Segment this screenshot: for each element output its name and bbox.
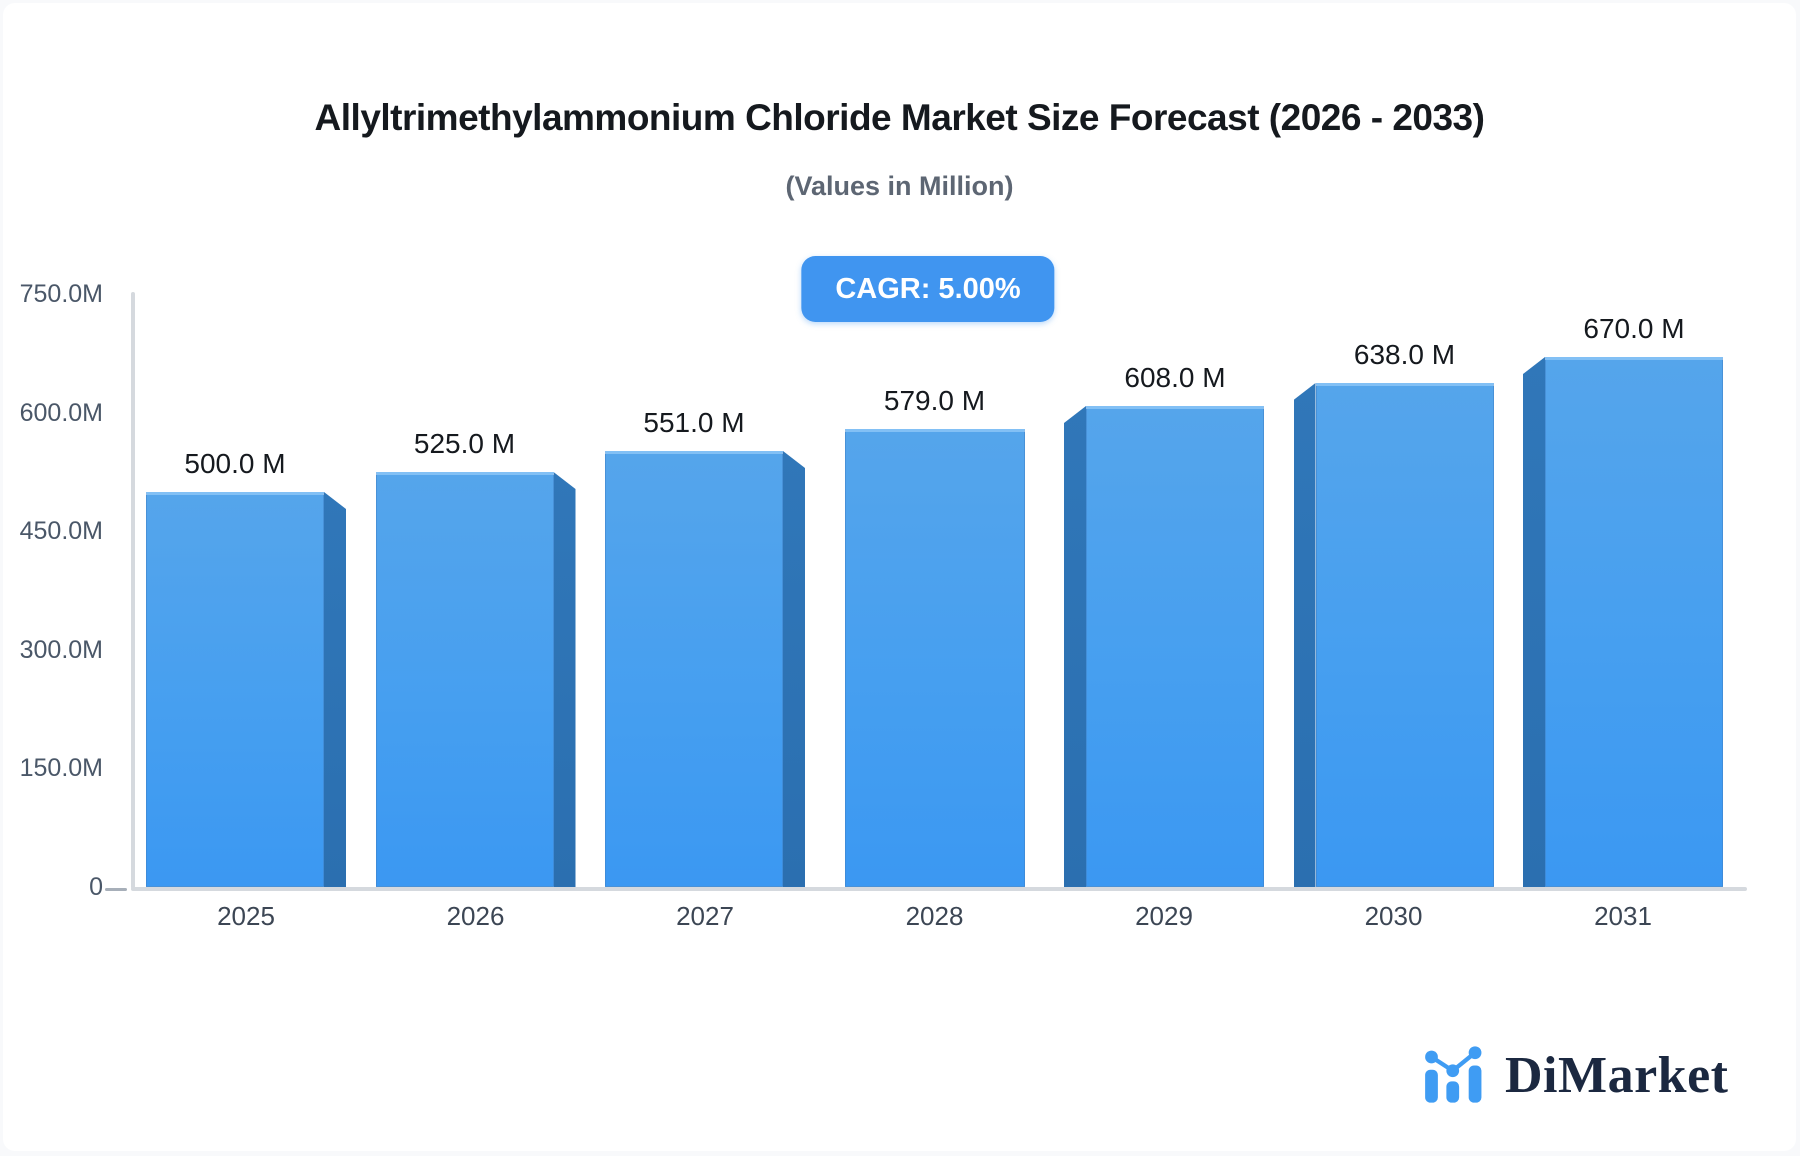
y-axis-label: 300.0M [19,635,103,664]
logo-dot-right [1468,1046,1482,1060]
bar-value-label: 525.0 M [413,428,516,459]
bar [146,492,324,887]
logo-dot-middle [1446,1064,1460,1078]
dimarket-logo-icon [1425,1046,1482,1103]
logo-bar-left [1425,1069,1438,1103]
bar-value-label: 608.0 M [1124,362,1226,393]
x-axis-label: 2028 [905,901,964,931]
bar-side-panel [324,492,346,887]
bar-value-label: 551.0 M [643,407,745,438]
y-axis-label: 0 [89,873,103,901]
bar [1545,357,1723,887]
y-axis-line [131,292,135,889]
x-axis-label: 2031 [1594,901,1652,931]
bar-side-panel [553,472,576,887]
bar [1315,383,1494,887]
bar-value-label: 670.0 M [1583,313,1685,344]
y-axis-label: 600.0M [19,398,103,427]
y-axis-label: 750.0M [19,280,103,308]
x-axis-label: 2026 [446,901,505,931]
logo-bar-middle [1446,1081,1460,1103]
x-axis-label: 2027 [676,901,734,931]
x-axis-line [131,887,1747,891]
bar-side-panel [783,451,805,887]
bar [375,472,554,887]
x-axis-label: 2029 [1135,901,1193,931]
logo-bar-right [1468,1065,1482,1103]
brand-logo: DiMarket [1423,1041,1728,1109]
x-axis-label: 2030 [1364,901,1423,931]
y-axis-label: 450.0M [19,517,103,546]
x-axis-label: 2025 [217,901,275,931]
bar [844,429,1025,887]
chart-subtitle: (Values in Million) [785,171,1014,201]
bar-side-panel [1064,406,1086,887]
bar-side-panel [1293,383,1316,887]
y-axis-label: 150.0M [19,754,103,783]
bar-value-label: 500.0 M [184,448,286,479]
brand-name: DiMarket [1505,1046,1729,1104]
bar [1086,406,1264,887]
bar-value-label: 579.0 M [883,385,986,416]
logo-dot-left [1425,1050,1438,1064]
chart-card: Allyltrimethylammonium Chloride Market S… [3,3,1796,1151]
bar-value-label: 638.0 M [1353,339,1456,370]
bar-side-panel [1523,357,1545,887]
chart-title: Allyltrimethylammonium Chloride Market S… [314,97,1485,138]
zero-tick-mark [105,888,127,891]
cagr-badge: CAGR: 5.00% [801,256,1055,322]
bar [605,451,783,887]
